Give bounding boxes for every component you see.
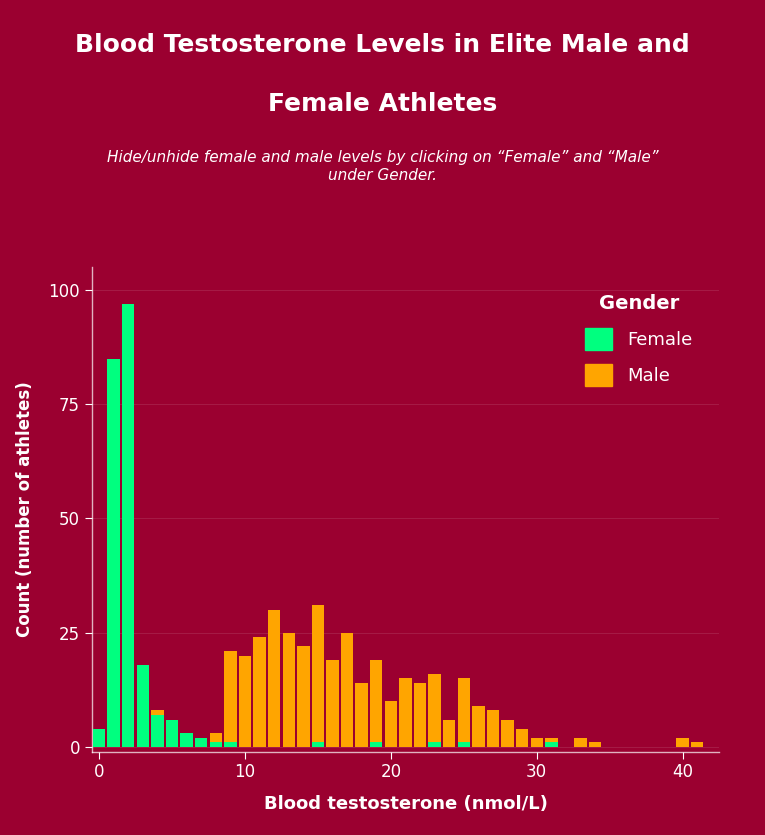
Bar	[501, 720, 514, 747]
Bar	[181, 733, 193, 747]
Bar	[399, 678, 412, 747]
Bar	[166, 720, 178, 747]
Bar	[370, 660, 382, 747]
Bar	[327, 660, 339, 747]
Bar	[487, 711, 500, 747]
Bar	[428, 674, 441, 747]
X-axis label: Blood testosterone (nmol/L): Blood testosterone (nmol/L)	[263, 795, 548, 813]
Bar	[370, 742, 382, 747]
Bar	[137, 687, 149, 747]
Bar	[210, 733, 222, 747]
Bar	[457, 742, 470, 747]
Bar	[531, 738, 543, 747]
Bar	[545, 742, 558, 747]
Bar	[297, 646, 310, 747]
Bar	[224, 742, 236, 747]
Legend: Female, Male: Female, Male	[567, 276, 710, 404]
Bar	[311, 742, 324, 747]
Bar	[93, 742, 106, 747]
Bar	[545, 738, 558, 747]
Bar	[443, 720, 455, 747]
Bar	[282, 633, 295, 747]
Bar	[93, 729, 106, 747]
Bar	[589, 742, 601, 747]
Bar	[137, 665, 149, 747]
Text: Blood Testosterone Levels in Elite Male and: Blood Testosterone Levels in Elite Male …	[75, 33, 690, 58]
Bar	[311, 605, 324, 747]
Bar	[691, 742, 704, 747]
Y-axis label: Count (number of athletes): Count (number of athletes)	[17, 382, 34, 637]
Bar	[107, 358, 120, 747]
Bar	[676, 738, 688, 747]
Bar	[210, 742, 222, 747]
Bar	[195, 738, 207, 747]
Bar	[414, 683, 426, 747]
Bar	[239, 655, 251, 747]
Bar	[457, 678, 470, 747]
Bar	[195, 738, 207, 747]
Bar	[516, 729, 529, 747]
Bar	[575, 738, 587, 747]
Bar	[268, 610, 280, 747]
Text: Female Athletes: Female Athletes	[268, 92, 497, 116]
Bar	[166, 724, 178, 747]
Bar	[253, 637, 265, 747]
Bar	[356, 683, 368, 747]
Text: Hide/unhide female and male levels by clicking on “Female” and “Male”
under Gend: Hide/unhide female and male levels by cl…	[106, 150, 659, 183]
Bar	[151, 715, 164, 747]
Bar	[122, 692, 135, 747]
Bar	[181, 733, 193, 747]
Bar	[151, 711, 164, 747]
Bar	[107, 724, 120, 747]
Bar	[385, 701, 397, 747]
Bar	[224, 651, 236, 747]
Bar	[122, 304, 135, 747]
Bar	[341, 633, 353, 747]
Bar	[472, 706, 484, 747]
Bar	[428, 742, 441, 747]
